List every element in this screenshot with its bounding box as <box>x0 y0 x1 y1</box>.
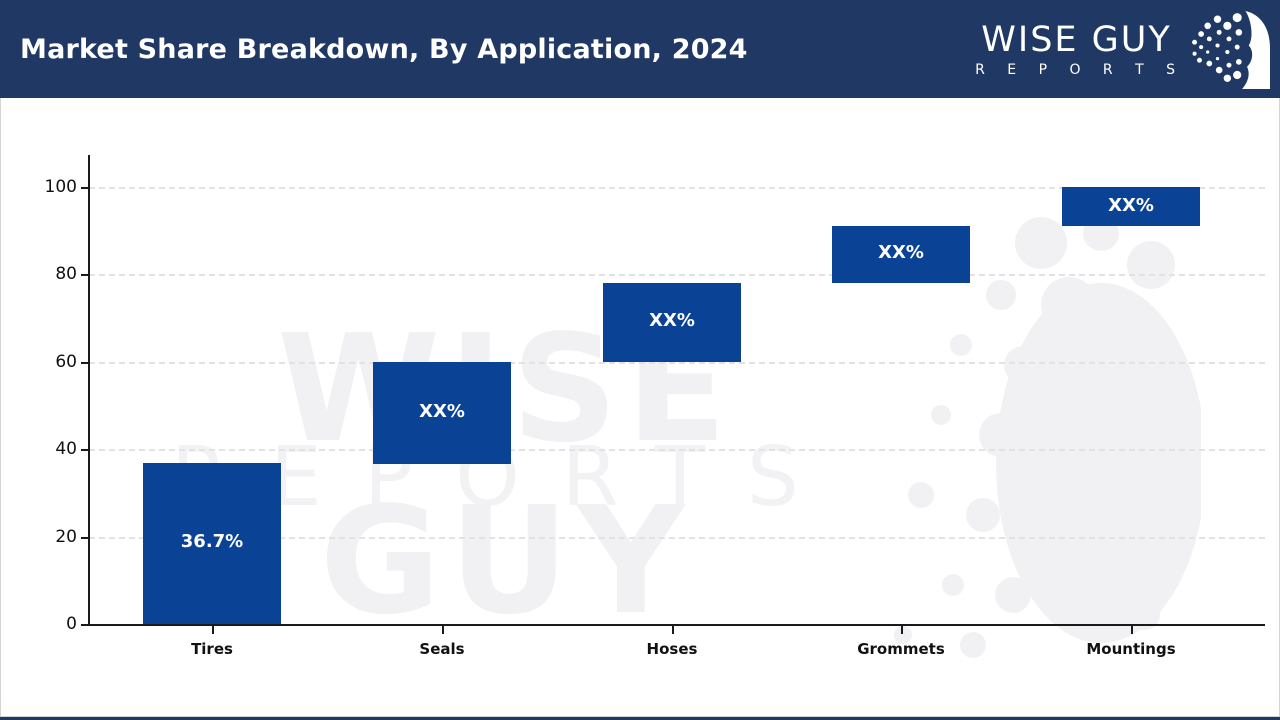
y-axis-line <box>88 155 90 625</box>
y-tick-mark-60 <box>81 362 89 364</box>
brand-face-icon <box>1192 11 1270 89</box>
x-tick-label-tires: Tires <box>191 640 233 658</box>
bar-value-label-seals: XX% <box>419 401 465 422</box>
bar-tires: 36.7% <box>143 463 281 624</box>
y-tick-label-100: 100 <box>44 177 77 197</box>
gridline-60 <box>89 362 1265 364</box>
gridline-80 <box>89 274 1265 276</box>
gridline-20 <box>89 537 1265 539</box>
bar-seals: XX% <box>373 362 511 464</box>
x-tick-mark-seals <box>442 626 444 634</box>
y-tick-label-80: 80 <box>55 264 77 284</box>
brand-subname: R E P O R T S <box>975 62 1184 78</box>
x-tick-mark-hoses <box>672 626 674 634</box>
bar-hoses: XX% <box>603 283 741 362</box>
x-axis-line <box>88 624 1265 626</box>
x-tick-label-mountings: Mountings <box>1086 640 1176 658</box>
x-tick-mark-grommets <box>901 626 903 634</box>
brand-logo: WISE GUY R E P O R T S <box>969 6 1270 94</box>
watermark-face-icon <box>894 215 1201 658</box>
x-tick-mark-mountings <box>1131 626 1133 634</box>
bar-value-label-tires: 36.7% <box>180 531 244 552</box>
page-title: Market Share Breakdown, By Application, … <box>20 33 748 65</box>
x-tick-label-hoses: Hoses <box>646 640 698 658</box>
brand-wordmark: WISE GUY R E P O R T S <box>969 21 1184 79</box>
y-tick-label-60: 60 <box>55 352 77 372</box>
gridline-40 <box>89 449 1265 451</box>
y-tick-mark-0 <box>81 624 89 626</box>
y-tick-mark-40 <box>81 449 89 451</box>
footer-accent-bar <box>0 717 1280 720</box>
bar-value-label-mountings: XX% <box>1108 195 1154 216</box>
header-banner: Market Share Breakdown, By Application, … <box>0 0 1280 98</box>
x-tick-mark-tires <box>212 626 214 634</box>
bar-mountings: XX% <box>1062 187 1200 226</box>
x-tick-label-grommets: Grommets <box>857 640 945 658</box>
y-tick-mark-80 <box>81 274 89 276</box>
bar-grommets: XX% <box>832 226 970 283</box>
y-tick-mark-100 <box>81 187 89 189</box>
y-tick-label-0: 0 <box>66 614 77 634</box>
y-tick-label-40: 40 <box>55 439 77 459</box>
x-tick-label-seals: Seals <box>419 640 465 658</box>
bar-value-label-hoses: XX% <box>649 310 695 331</box>
y-tick-label-20: 20 <box>55 527 77 547</box>
brand-name: WISE GUY <box>981 20 1172 60</box>
bar-value-label-grommets: XX% <box>878 242 924 263</box>
y-tick-mark-20 <box>81 537 89 539</box>
gridline-100 <box>89 187 1265 189</box>
